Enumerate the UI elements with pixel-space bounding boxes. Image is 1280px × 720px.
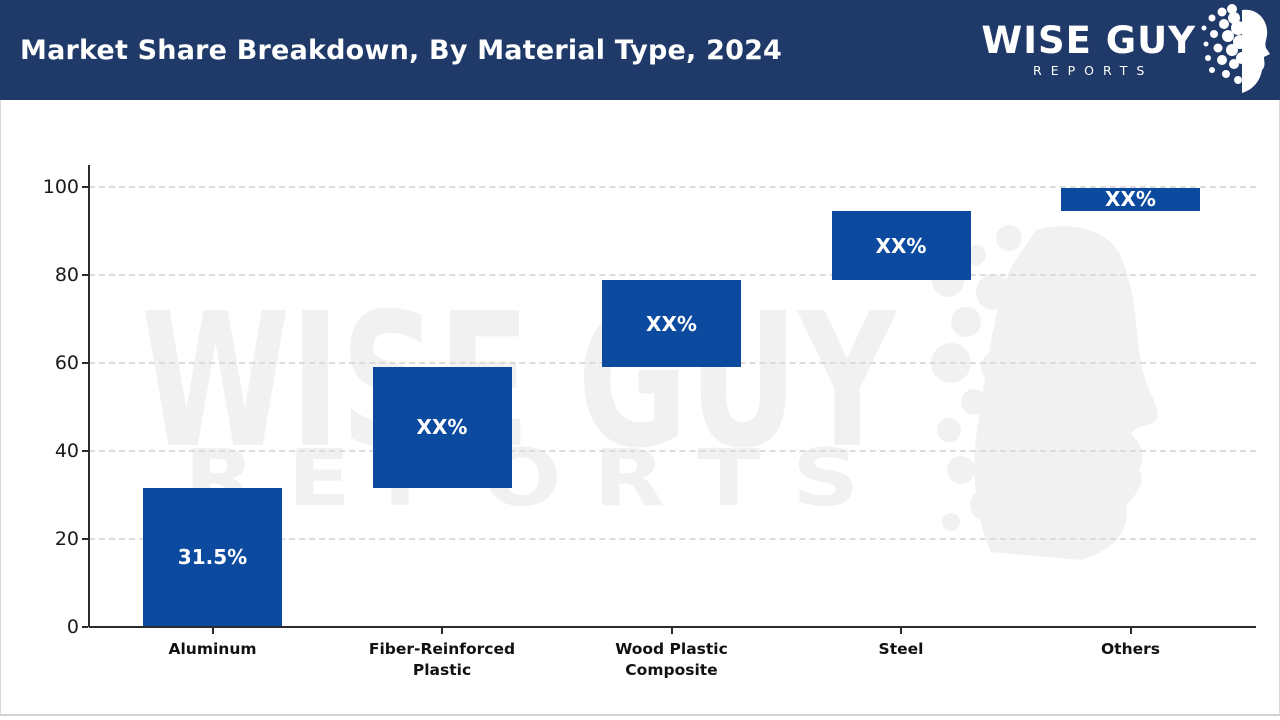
gridline-40 [89,449,1256,452]
category-label-wood-plastic-composite: Wood Plastic Composite [615,640,728,679]
y-tick-label-80: 80 [54,263,79,286]
page-title: Market Share Breakdown, By Material Type… [20,34,783,66]
gridline-20 [89,537,1256,540]
bar-value-label-fiber-reinforced-plastic: XX% [416,415,468,440]
category-label-aluminum: Aluminum [168,640,257,658]
category-label-steel: Steel [878,640,924,658]
y-tick-label-40: 40 [54,439,79,462]
y-tick-40 [82,449,88,452]
bar-value-label-others: XX% [1105,187,1156,212]
x-axis [89,625,1256,628]
y-tick-0 [82,625,88,628]
y-tick-60 [82,361,88,364]
bar-value-label-steel: XX% [875,233,927,258]
brand-face-icon [1201,4,1270,93]
brand-logo-text: WISE GUY REPORTS [981,22,1196,78]
y-tick-label-100: 100 [42,175,79,198]
bar-value-label-aluminum: 31.5% [177,545,248,570]
y-tick-80 [82,273,88,276]
chart-panel: WISE GUY R E P O R T S 0 20 40 60 80 100 31.5%… [0,100,1280,716]
category-label-fiber-reinforced-plastic: Fiber-Reinforced Plastic [368,640,516,679]
category-label-others: Others [1100,640,1160,658]
gridline-100 [89,185,1256,188]
gridline-80 [89,273,1256,276]
y-tick-100 [82,185,88,188]
bar-value-label-wood-plastic-composite: XX% [646,311,697,336]
bar-fiber-reinforced-plastic: XX% [372,366,512,488]
x-tick-fiber-reinforced-plastic [441,627,443,634]
y-tick-label-20: 20 [54,527,79,550]
brand-name: WISE GUY [981,19,1196,62]
x-tick-wood-plastic-composite [670,627,673,634]
bar-aluminum: 31.5% [143,487,282,627]
y-tick-20 [82,537,88,540]
y-tick-label-0: 0 [66,615,79,638]
header: Market Share Breakdown, By Material Type… [0,0,1280,100]
x-tick-aluminum [211,627,214,634]
bar-steel: XX% [831,211,971,281]
brand-subname: REPORTS [1033,63,1154,78]
x-tick-steel [900,627,902,634]
bar-wood-plastic-composite: XX% [602,280,741,367]
bar-others: XX% [1061,187,1200,212]
waterfall-chart: 0 20 40 60 80 100 31.5% Aluminum XX% Fiber-Reinfo… [1,100,1279,714]
y-tick-label-60: 60 [54,351,79,374]
brand-logo: WISE GUY REPORTS [981,0,1270,100]
y-axis [88,165,90,627]
x-tick-others [1129,627,1132,634]
